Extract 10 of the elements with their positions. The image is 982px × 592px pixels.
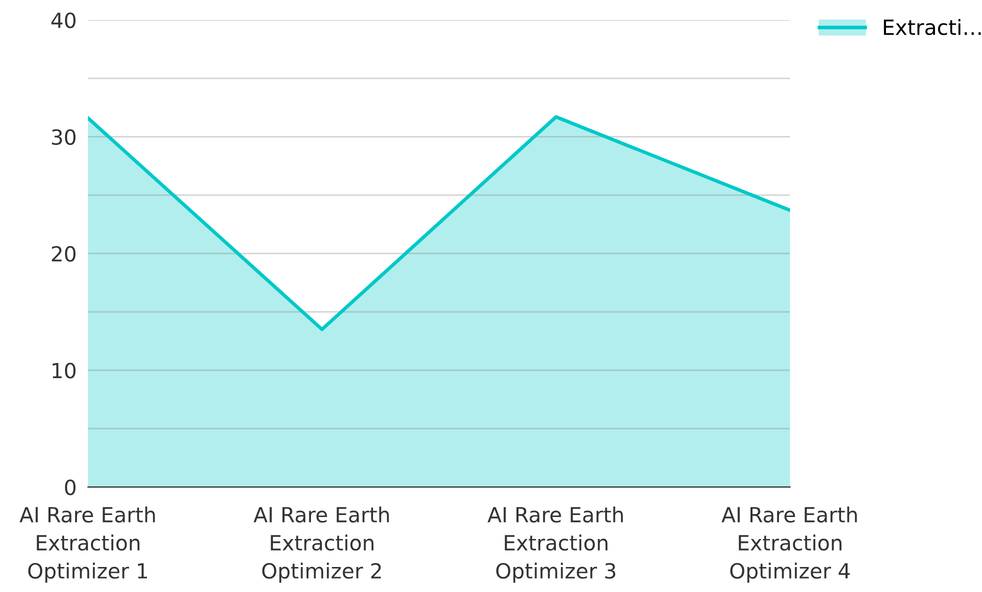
y-tick-label: 40 xyxy=(51,12,76,28)
x-tick-label: AI Rare Earth Extraction Optimizer 2 xyxy=(254,506,389,583)
x-tick-label: AI Rare Earth Extraction Optimizer 1 xyxy=(20,506,155,583)
y-tick-label: 20 xyxy=(52,246,76,262)
y-tick-label: 0 xyxy=(65,479,76,496)
y-tick-label: 30 xyxy=(52,129,76,145)
x-tick-label: AI Rare Earth Extraction Optimizer 3 xyxy=(488,506,623,583)
x-tick-label: AI Rare Earth Extraction Optimizer 4 xyxy=(722,506,857,583)
legend-label: Extracti… xyxy=(884,18,981,36)
y-tick-label: 10 xyxy=(52,362,76,378)
